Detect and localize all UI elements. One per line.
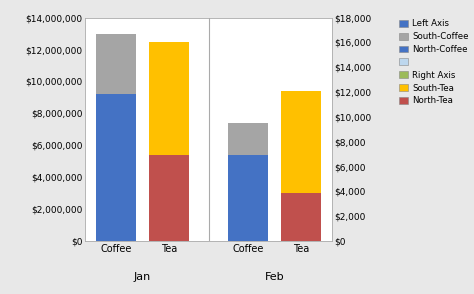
Bar	[281, 91, 321, 193]
Bar	[96, 34, 136, 94]
Bar	[96, 94, 136, 241]
Text: Jan: Jan	[134, 272, 151, 282]
Bar	[149, 41, 189, 155]
Bar	[228, 123, 268, 155]
Bar	[149, 155, 189, 241]
Text: Feb: Feb	[265, 272, 284, 282]
Bar	[228, 155, 268, 241]
Bar	[281, 193, 321, 241]
Legend: Left Axis, South-Coffee, North-Coffee, , Right Axis, South-Tea, North-Tea: Left Axis, South-Coffee, North-Coffee, ,…	[398, 17, 471, 107]
